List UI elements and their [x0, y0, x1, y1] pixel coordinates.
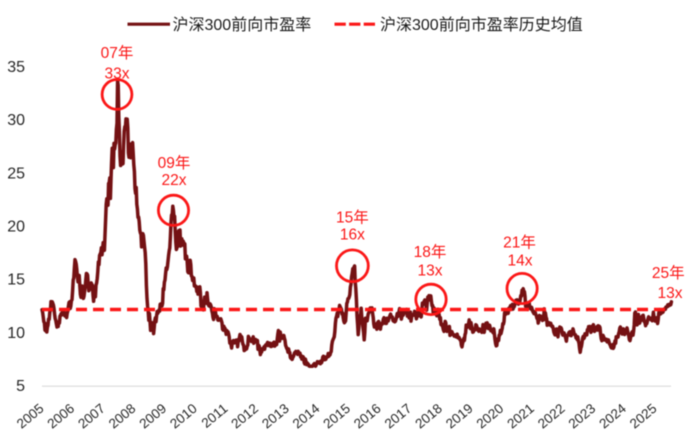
- svg-text:13x: 13x: [418, 263, 443, 280]
- svg-text:10: 10: [7, 325, 25, 342]
- svg-text:21年: 21年: [503, 233, 536, 251]
- svg-text:35: 35: [7, 59, 25, 76]
- svg-text:30: 30: [7, 112, 25, 129]
- svg-text:沪深300前向市盈率: 沪深300前向市盈率: [173, 16, 312, 34]
- svg-text:5: 5: [16, 378, 25, 395]
- svg-text:16x: 16x: [340, 227, 365, 244]
- svg-text:22x: 22x: [162, 172, 187, 189]
- svg-text:15年: 15年: [336, 209, 369, 227]
- svg-text:25年: 25年: [652, 264, 685, 282]
- svg-text:15: 15: [7, 272, 25, 289]
- svg-text:07年: 07年: [101, 44, 134, 62]
- svg-text:25: 25: [7, 165, 25, 182]
- svg-text:33x: 33x: [105, 65, 130, 82]
- svg-text:沪深300前向市盈率历史均值: 沪深300前向市盈率历史均值: [380, 16, 583, 34]
- svg-text:14x: 14x: [508, 253, 533, 270]
- svg-text:13x: 13x: [658, 285, 683, 302]
- svg-text:20: 20: [7, 219, 25, 236]
- svg-text:09年: 09年: [158, 154, 191, 172]
- svg-text:18年: 18年: [414, 243, 447, 261]
